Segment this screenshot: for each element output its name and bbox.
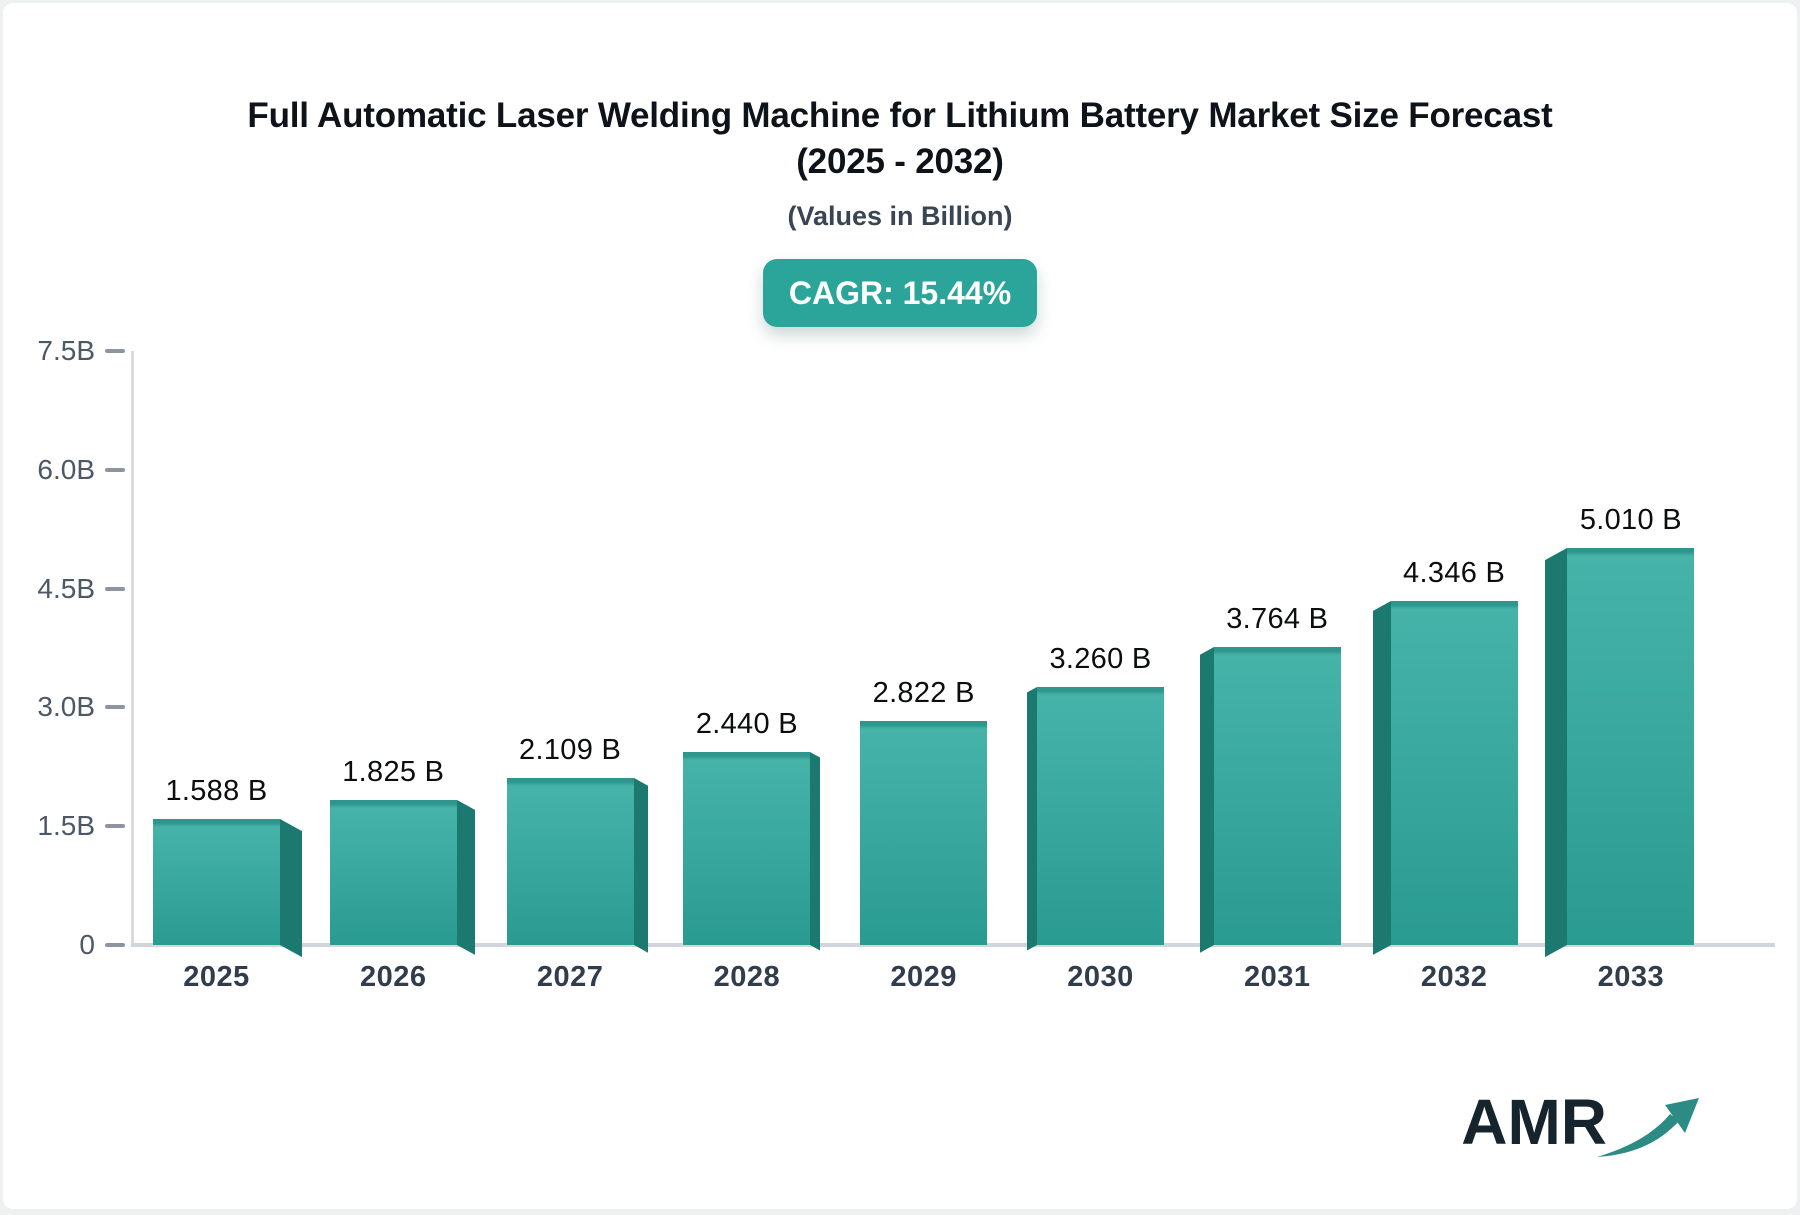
x-axis-label: 2032 — [1420, 961, 1488, 993]
bar-side-panel — [633, 777, 648, 953]
bar-side-panel — [1027, 686, 1037, 951]
y-axis-tick — [105, 705, 125, 710]
bar-face — [329, 800, 457, 945]
y-axis-tick-label: 7.5B — [37, 335, 95, 366]
bar-side-panel — [810, 751, 821, 951]
y-axis-tick — [105, 467, 125, 472]
y-axis-tick-label: 6.0B — [37, 453, 95, 485]
y-axis-tick-label: 3.0B — [37, 691, 95, 723]
x-axis-label: 2026 — [360, 961, 427, 993]
chart-subtitle: (Values in Billion) — [787, 201, 1013, 231]
x-axis-label: 2029 — [890, 961, 957, 993]
bar-face — [1567, 548, 1695, 945]
cagr-badge: CAGR: 15.44% — [762, 259, 1038, 327]
x-axis-label: 2028 — [713, 961, 781, 993]
bar-face — [506, 777, 634, 945]
x-axis-label: 2031 — [1244, 961, 1311, 993]
bar-face — [1390, 600, 1518, 945]
bar-value-label: 3.260 B — [1049, 642, 1152, 675]
bar-chart: 0 1.5B 3.0B 4.5B 6.0B 7.5B 1.588 B 2025 1.825 B 2… — [3, 3, 1800, 1215]
bar-face — [860, 721, 988, 945]
y-axis-line — [131, 351, 134, 945]
chart-header: Full Automatic Laser Welding Machine for… — [3, 93, 1797, 327]
y-axis-tick — [105, 586, 125, 591]
bar-face — [153, 819, 280, 945]
bar-side-panel — [280, 819, 302, 958]
amr-logo: AMR — [1461, 1085, 1709, 1159]
bar-value-label: 4.346 B — [1403, 556, 1506, 589]
bar-value-label: 5.010 B — [1579, 504, 1682, 537]
x-axis-label: 2033 — [1597, 961, 1665, 993]
y-axis-tick-label: 4.5B — [37, 572, 95, 604]
x-axis-label: 2027 — [536, 961, 604, 993]
bar-face — [1037, 686, 1164, 945]
x-axis-line — [131, 943, 1775, 947]
bar-face — [1213, 646, 1341, 945]
y-axis-tick — [105, 349, 125, 353]
y-axis-tick — [105, 943, 125, 947]
x-axis-label: 2030 — [1067, 961, 1134, 993]
bar-value-label: 1.825 B — [342, 756, 445, 789]
bar-side-panel — [1199, 646, 1214, 953]
bar-side-panel — [1545, 548, 1568, 958]
bar-side-panel — [1372, 600, 1391, 955]
bar-side-panel — [456, 800, 475, 955]
x-axis-label: 2025 — [183, 961, 250, 993]
chart-card: Full Automatic Laser Welding Machine for… — [3, 3, 1797, 1209]
growth-arrow-icon — [1597, 1098, 1699, 1157]
bar-value-label: 2.822 B — [872, 677, 975, 710]
bar-face — [683, 751, 811, 945]
chart-title-line1: Full Automatic Laser Welding Machine for… — [247, 96, 1553, 135]
bar-value-label: 3.764 B — [1226, 602, 1329, 635]
chart-title-line2: (2025 - 2032) — [796, 142, 1004, 181]
y-axis-tick-label: 0 — [79, 929, 95, 960]
bar-value-label: 2.440 B — [695, 707, 798, 740]
amr-logo-text: AMR — [1461, 1086, 1607, 1158]
bar-value-label: 1.588 B — [165, 775, 268, 808]
y-axis-tick — [105, 824, 125, 829]
bar-value-label: 2.109 B — [519, 733, 622, 766]
y-axis-tick-label: 1.5B — [37, 810, 95, 842]
